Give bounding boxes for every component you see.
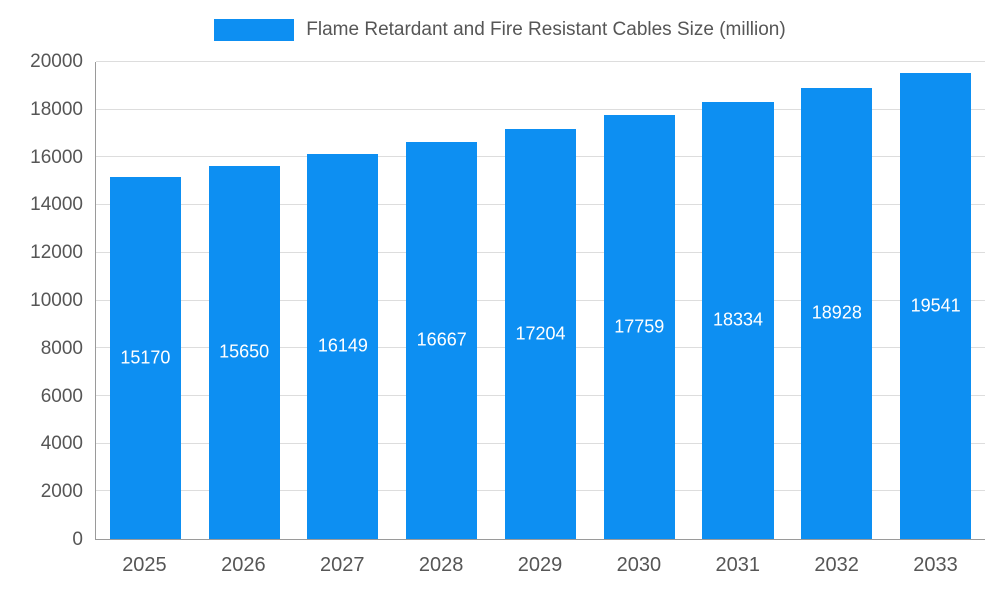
x-tick-label: 2033 <box>913 554 958 576</box>
chart-legend[interactable]: Flame Retardant and Fire Resistant Cable… <box>0 19 1000 41</box>
y-tick-label: 0 <box>72 529 83 550</box>
x-tick-label: 2026 <box>221 554 266 576</box>
legend-label[interactable]: Flame Retardant and Fire Resistant Cable… <box>306 19 786 40</box>
y-tick-label: 16000 <box>30 146 83 168</box>
plot-area: 15170 15650 16149 16667 17204 17759 18334 18928… <box>95 61 985 540</box>
bar-2030: 17759 <box>603 115 675 539</box>
y-tick-label: 4000 <box>40 433 83 455</box>
bar-value-label: 17759 <box>614 316 665 337</box>
bar-value-label: 18928 <box>811 302 862 323</box>
gridline <box>96 108 985 110</box>
y-tick-label: 6000 <box>40 385 83 407</box>
bar-value-label: 16667 <box>416 329 467 350</box>
bar-value-label: 15650 <box>219 341 270 362</box>
bar-2028: 16667 <box>406 141 478 539</box>
bar-value-label: 15170 <box>120 347 171 368</box>
y-tick-label: 12000 <box>30 242 83 264</box>
bar-2033: 19541 <box>900 72 972 539</box>
bar-2026: 15650 <box>208 165 280 539</box>
x-tick-label: 2031 <box>715 554 761 576</box>
bar-value-label: 18334 <box>713 309 764 330</box>
legend-swatch[interactable] <box>214 19 295 41</box>
y-tick-label: 20000 <box>30 51 83 72</box>
gridline <box>96 61 985 62</box>
x-tick-label: 2028 <box>418 554 464 576</box>
y-tick-label: 10000 <box>30 290 83 311</box>
y-tick-label: 18000 <box>30 98 83 120</box>
x-tick-label: 2032 <box>814 554 859 576</box>
bar-value-label: 19541 <box>910 295 961 316</box>
bar-value-label: 17204 <box>515 323 566 344</box>
bar-2027: 16149 <box>307 153 379 539</box>
y-tick-label: 8000 <box>40 337 83 359</box>
y-tick-label: 2000 <box>40 481 83 503</box>
bar-2025: 15170 <box>109 177 181 539</box>
bar-value-label: 16149 <box>317 335 368 356</box>
x-tick-label: 2029 <box>517 554 563 576</box>
x-tick-label: 2027 <box>319 554 365 576</box>
y-tick-label: 14000 <box>30 194 83 216</box>
bar-2031: 18334 <box>702 101 774 539</box>
bar-2029: 17204 <box>504 128 577 539</box>
bar-2032: 18928 <box>801 87 873 539</box>
x-tick-label: 2025 <box>122 554 167 576</box>
x-tick-label: 2030 <box>616 554 662 576</box>
